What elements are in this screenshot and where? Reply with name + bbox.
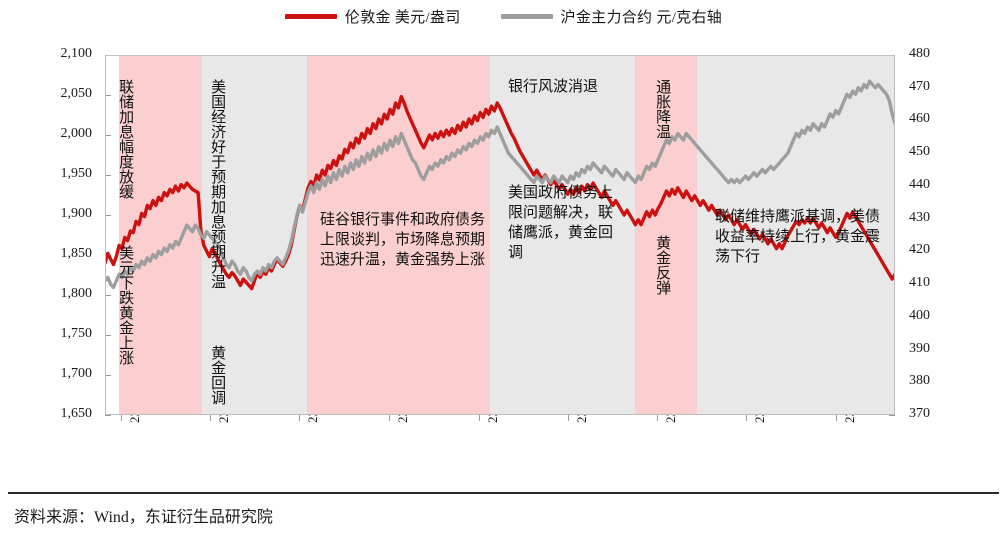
legend-label-shanghai-gold: 沪金主力合约 元/克右轴 <box>560 10 723 26</box>
series-line-shanghai-gold <box>105 81 895 287</box>
y-left-tick <box>105 175 111 176</box>
y-left-tick-label: 2,000 <box>60 126 93 141</box>
y-right-tick-label: 470 <box>909 78 930 94</box>
annotation-band2-top: 美国经济好于预期加息预期升温 <box>209 79 226 289</box>
annotation-band2-bottom: 黄金回调 <box>209 345 226 405</box>
x-tick <box>657 415 659 421</box>
x-tick <box>210 415 212 421</box>
event-band-band6 <box>696 55 895 415</box>
y-left-tick-label: 1,650 <box>60 406 93 421</box>
x-tick <box>478 415 480 421</box>
event-band-band4 <box>489 55 636 415</box>
legend-item-london-gold[interactable]: 伦敦金 美元/盎司 <box>284 6 461 27</box>
event-band-band2 <box>202 55 308 415</box>
annotation-band4-top: 银行风波消退 <box>508 79 599 95</box>
source-note: 资料来源：Wind，东证衍生品研究院 <box>14 509 273 526</box>
y-right-tick-label: 440 <box>909 176 930 192</box>
event-band-band1 <box>119 55 203 415</box>
event-band-band5 <box>635 55 697 415</box>
y-left-tick <box>105 95 111 96</box>
y-right-tick-label: 390 <box>909 340 930 356</box>
legend-line-swatch-grey <box>500 14 553 19</box>
annotation-band6: 联储维持鹰派基调，美债收益率持续上行，黄金震荡下行 <box>715 209 881 266</box>
y-right-tick-label: 430 <box>909 209 930 225</box>
y-left-tick-label: 2,050 <box>60 86 93 101</box>
x-tick <box>746 415 748 421</box>
y-right-tick-label: 450 <box>909 144 930 160</box>
y-left-tick <box>105 135 111 136</box>
plot-border <box>105 55 895 415</box>
plot-inner <box>105 55 895 415</box>
y-left-tick-label: 2,100 <box>60 46 93 61</box>
y-left-tick-label: 1,800 <box>60 286 93 301</box>
x-tick <box>120 415 122 421</box>
y-right-tick <box>889 415 895 416</box>
x-tick <box>567 415 569 421</box>
x-tick <box>299 415 301 421</box>
plot-area: 联储加息幅度放缓 美元下跌黄金上涨 美国经济好于预期加息预期升温 黄金回调 硅谷… <box>105 55 895 415</box>
y-right-tick-label: 400 <box>909 307 930 323</box>
legend-label-london-gold: 伦敦金 美元/盎司 <box>344 10 461 26</box>
annotation-band5-top: 通胀降温 <box>654 79 671 139</box>
legend-line-swatch-red <box>284 14 337 19</box>
annotation-band5-bottom: 黄金反弹 <box>654 235 671 295</box>
y-right-tick-label: 380 <box>909 373 930 389</box>
footer-divider <box>8 492 999 494</box>
y-right-tick-label: 410 <box>909 275 930 291</box>
y-left-tick <box>105 375 111 376</box>
x-tick <box>835 415 837 421</box>
event-band-band3 <box>307 55 490 415</box>
y-left-tick <box>105 215 111 216</box>
y-left-tick <box>105 295 111 296</box>
chart-legend: 伦敦金 美元/盎司 沪金主力合约 元/克右轴 <box>0 6 1007 27</box>
y-left-tick-label: 1,700 <box>60 366 93 381</box>
annotation-band1-bottom: 美元下跌黄金上涨 <box>117 245 134 365</box>
annotation-band3: 硅谷银行事件和政府债务上限谈判，市场降息预期迅速升温，黄金强势上涨 <box>320 212 486 269</box>
y-left-tick <box>105 335 111 336</box>
y-right-tick-label: 460 <box>909 111 930 127</box>
legend-item-shanghai-gold[interactable]: 沪金主力合约 元/克右轴 <box>500 6 723 27</box>
y-left-tick-label: 1,750 <box>60 326 93 341</box>
annotation-band4-bottom: 美国政府债务上限问题解决，联储鹰派，黄金回调 <box>508 185 614 262</box>
y-right-tick-label: 420 <box>909 242 930 258</box>
series-line-london-gold <box>105 97 895 289</box>
y-left-tick-label: 1,900 <box>60 206 93 221</box>
x-tick <box>388 415 390 421</box>
series-lines <box>105 55 895 415</box>
y-left-tick-label: 1,850 <box>60 246 93 261</box>
y-left-tick-label: 1,950 <box>60 166 93 181</box>
y-right-tick-label: 370 <box>909 406 930 421</box>
y-left-tick <box>105 415 111 416</box>
y-right-tick-label: 480 <box>909 46 930 61</box>
annotation-band1-top: 联储加息幅度放缓 <box>117 79 134 199</box>
